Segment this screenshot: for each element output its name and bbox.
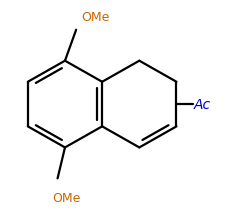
- Text: OMe: OMe: [53, 192, 81, 205]
- Text: Ac: Ac: [194, 98, 211, 112]
- Text: OMe: OMe: [81, 11, 109, 24]
